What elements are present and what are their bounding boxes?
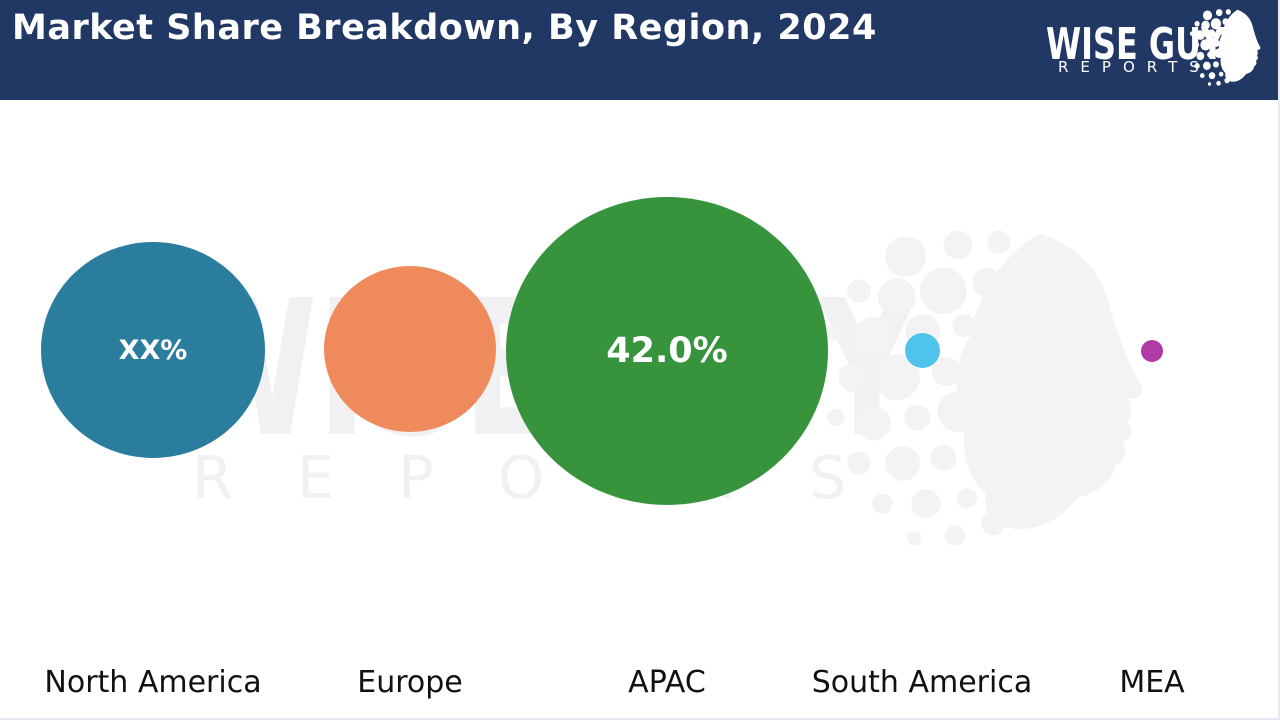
bubble-value-label-north-america: XX% <box>118 334 188 366</box>
bubble-layer: XX% 42.0% <box>0 100 1278 718</box>
category-label-south-america: South America <box>811 665 1033 700</box>
category-label-apac: APAC <box>628 665 706 700</box>
brand-logo: WISE GUY REPORTS <box>1046 0 1276 100</box>
category-label-layer: North America Europe APAC South America MEA <box>0 100 1278 718</box>
category-label-europe: Europe <box>357 665 463 700</box>
bubble-mea <box>1141 340 1163 362</box>
bubble-north-america: XX% <box>41 242 265 458</box>
bubble-chart: WISE GUY REPORTS XX%42.0% North AmericaE… <box>0 100 1278 718</box>
wiseguy-head-icon <box>1189 9 1261 86</box>
brand-subtitle: REPORTS <box>1058 58 1211 76</box>
header-bar: Market Share Breakdown, By Region, 2024 … <box>0 0 1278 100</box>
bubble-europe <box>324 266 496 432</box>
page-title: Market Share Breakdown, By Region, 2024 <box>12 8 877 48</box>
category-label-north-america: North America <box>44 665 262 700</box>
category-label-mea: MEA <box>1119 665 1185 700</box>
bubble-apac: 42.0% <box>506 197 828 505</box>
bubble-value-label-apac: 42.0% <box>606 330 728 371</box>
